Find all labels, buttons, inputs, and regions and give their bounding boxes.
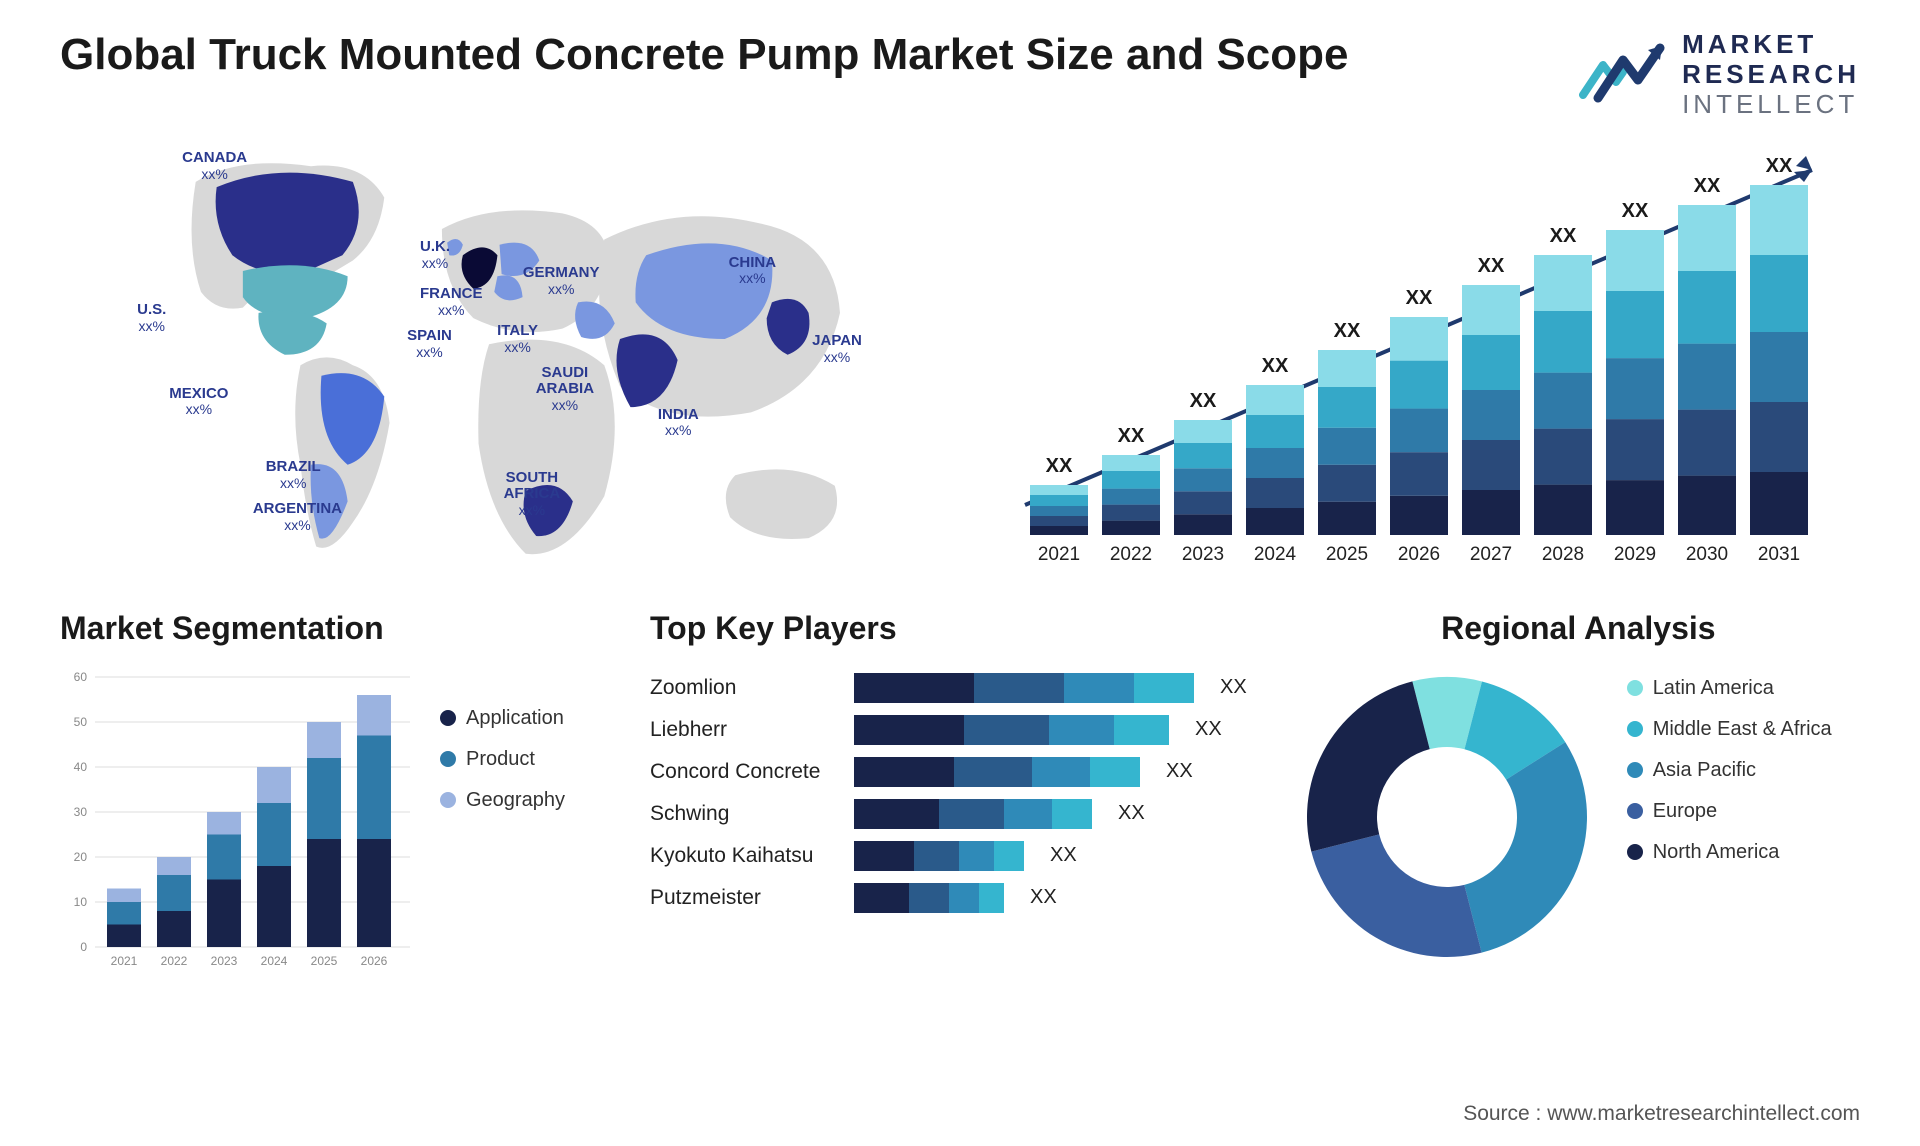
- player-bar: [854, 757, 1140, 787]
- svg-text:50: 50: [74, 715, 88, 729]
- svg-text:2025: 2025: [1326, 544, 1368, 565]
- svg-text:2022: 2022: [161, 954, 188, 968]
- main-bar-chart: XX 2021 XX 2022 XX 2023 XX 2024 XX 2025 XX 2026 XX 20…: [1000, 140, 1860, 580]
- region-legend-latin-america: Latin America: [1627, 677, 1832, 700]
- svg-text:40: 40: [74, 760, 88, 774]
- region-legend-europe: Europe: [1627, 800, 1832, 823]
- regional-donut-chart: [1297, 667, 1597, 967]
- map-label-canada: CANADAxx%: [182, 150, 247, 183]
- player-row-concord-concrete: Concord Concrete XX: [650, 751, 1247, 793]
- seg-legend-product: Product: [440, 748, 600, 771]
- player-row-liebherr: Liebherr XX: [650, 709, 1247, 751]
- player-bar: [854, 799, 1092, 829]
- map-label-south-africa: SOUTHAFRICAxx%: [504, 470, 561, 520]
- svg-text:2025: 2025: [311, 954, 338, 968]
- map-label-france: FRANCExx%: [420, 286, 483, 319]
- player-label: Schwing: [650, 802, 840, 826]
- map-label-mexico: MEXICOxx%: [169, 386, 228, 419]
- segmentation-legend: Application Product Geography: [440, 667, 600, 977]
- player-row-kyokuto-kaihatsu: Kyokuto Kaihatsu XX: [650, 835, 1247, 877]
- source-footer: Source : www.marketresearchintellect.com: [1463, 1102, 1860, 1126]
- segmentation-title: Market Segmentation: [60, 610, 600, 647]
- logo-line3: INTELLECT: [1682, 90, 1860, 120]
- player-value: XX: [1030, 886, 1057, 909]
- map-label-china: CHINAxx%: [729, 255, 777, 288]
- logo-line2: RESEARCH: [1682, 59, 1860, 89]
- svg-text:2028: 2028: [1542, 544, 1584, 565]
- player-value: XX: [1166, 760, 1193, 783]
- map-label-u-s-: U.S.xx%: [137, 302, 166, 335]
- svg-text:XX: XX: [1694, 175, 1721, 197]
- player-value: XX: [1118, 802, 1145, 825]
- svg-text:XX: XX: [1622, 200, 1649, 222]
- svg-text:XX: XX: [1406, 287, 1433, 309]
- player-label: Liebherr: [650, 718, 840, 742]
- svg-text:2026: 2026: [1398, 544, 1440, 565]
- svg-text:2021: 2021: [111, 954, 138, 968]
- svg-text:30: 30: [74, 805, 88, 819]
- map-label-japan: JAPANxx%: [812, 333, 862, 366]
- logo-line1: MARKET: [1682, 29, 1817, 59]
- segmentation-chart: 0 10 20 30 40 50 60 2021 2022 2023 2024 2025 2026: [60, 667, 420, 977]
- svg-text:2024: 2024: [1254, 544, 1297, 565]
- svg-text:2031: 2031: [1758, 544, 1800, 565]
- logo-mark-icon: [1578, 40, 1668, 110]
- svg-text:60: 60: [74, 670, 88, 684]
- map-label-italy: ITALYxx%: [497, 323, 538, 356]
- player-value: XX: [1050, 844, 1077, 867]
- svg-text:XX: XX: [1334, 320, 1361, 342]
- seg-legend-application: Application: [440, 707, 600, 730]
- region-legend-middle-east-africa: Middle East & Africa: [1627, 718, 1832, 741]
- map-label-spain: SPAINxx%: [407, 328, 452, 361]
- seg-legend-geography: Geography: [440, 789, 600, 812]
- map-label-brazil: BRAZILxx%: [266, 459, 321, 492]
- player-value: XX: [1195, 718, 1222, 741]
- player-bar: [854, 883, 1004, 913]
- brand-logo: MARKET RESEARCH INTELLECT: [1578, 30, 1860, 120]
- regional-title: Regional Analysis: [1297, 610, 1860, 647]
- player-label: Concord Concrete: [650, 760, 840, 784]
- player-row-putzmeister: Putzmeister XX: [650, 877, 1247, 919]
- svg-text:XX: XX: [1118, 425, 1145, 447]
- player-bar: [854, 715, 1169, 745]
- svg-text:XX: XX: [1766, 155, 1793, 177]
- svg-text:2022: 2022: [1110, 544, 1152, 565]
- map-label-germany: GERMANYxx%: [523, 265, 600, 298]
- svg-text:10: 10: [74, 895, 88, 909]
- player-label: Putzmeister: [650, 886, 840, 910]
- svg-text:2029: 2029: [1614, 544, 1656, 565]
- player-bar: [854, 841, 1024, 871]
- region-legend-north-america: North America: [1627, 841, 1832, 864]
- map-label-argentina: ARGENTINAxx%: [253, 501, 342, 534]
- svg-text:2026: 2026: [361, 954, 388, 968]
- svg-text:XX: XX: [1190, 390, 1217, 412]
- player-row-zoomlion: Zoomlion XX: [650, 667, 1247, 709]
- svg-text:0: 0: [80, 940, 87, 954]
- page-title: Global Truck Mounted Concrete Pump Marke…: [60, 30, 1348, 80]
- world-map-panel: CANADAxx% U.S.xx% MEXICOxx% BRAZILxx% ARGENT…: [60, 140, 960, 580]
- svg-text:20: 20: [74, 850, 88, 864]
- players-title: Top Key Players: [650, 610, 1247, 647]
- player-label: Kyokuto Kaihatsu: [650, 844, 840, 868]
- map-label-u-k-: U.K.xx%: [420, 239, 450, 272]
- svg-text:XX: XX: [1478, 255, 1505, 277]
- svg-text:XX: XX: [1550, 225, 1577, 247]
- svg-text:2023: 2023: [1182, 544, 1224, 565]
- regional-legend: Latin America Middle East & Africa Asia Pa…: [1627, 667, 1832, 882]
- player-bar: [854, 673, 1194, 703]
- map-label-saudi-arabia: SAUDIARABIAxx%: [536, 365, 594, 415]
- map-label-india: INDIAxx%: [658, 407, 699, 440]
- svg-text:2023: 2023: [211, 954, 238, 968]
- svg-text:XX: XX: [1262, 355, 1289, 377]
- player-label: Zoomlion: [650, 676, 840, 700]
- svg-text:2027: 2027: [1470, 544, 1512, 565]
- svg-text:2024: 2024: [261, 954, 288, 968]
- svg-text:2021: 2021: [1038, 544, 1080, 565]
- svg-text:2030: 2030: [1686, 544, 1728, 565]
- players-chart: ZoomlionXXLiebherrXXConcord ConcreteXXSc…: [650, 667, 1247, 919]
- svg-text:XX: XX: [1046, 455, 1073, 477]
- player-row-schwing: Schwing XX: [650, 793, 1247, 835]
- player-value: XX: [1220, 676, 1247, 699]
- region-legend-asia-pacific: Asia Pacific: [1627, 759, 1832, 782]
